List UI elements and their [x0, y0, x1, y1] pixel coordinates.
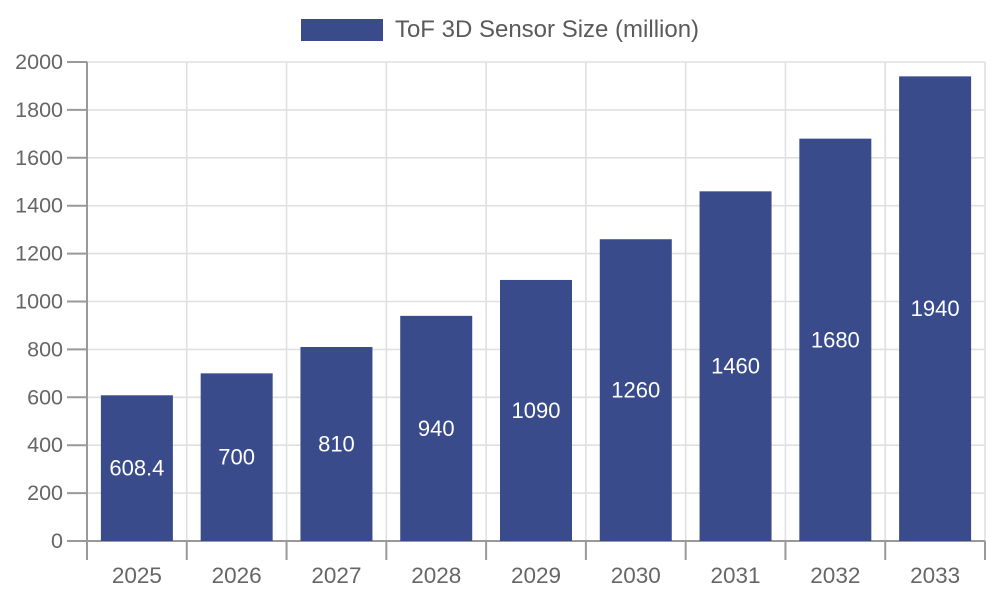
- y-tick-label: 1000: [15, 290, 63, 314]
- bar-value-label: 1460: [711, 354, 760, 379]
- bar-value-label: 700: [218, 445, 255, 470]
- x-tick-label: 2031: [711, 563, 761, 588]
- x-tick-label: 2025: [112, 563, 162, 588]
- bar[interactable]: [100, 395, 173, 541]
- bar[interactable]: [799, 138, 872, 541]
- bar-value-label: 1680: [811, 327, 860, 352]
- x-tick-label: 2029: [511, 563, 561, 588]
- y-tick-label: 600: [27, 385, 63, 409]
- x-tick-label: 2028: [411, 563, 461, 588]
- bar-value-label: 1260: [611, 378, 660, 403]
- bar-value-label: 608.4: [109, 456, 164, 481]
- y-tick-label: 200: [27, 481, 63, 505]
- y-tick-label: 2000: [15, 50, 63, 74]
- legend-swatch-icon: [300, 19, 383, 41]
- bar-value-label: 940: [418, 416, 455, 441]
- x-tick-label: 2027: [311, 563, 361, 588]
- y-tick-label: 1400: [15, 194, 63, 218]
- y-tick-label: 1200: [15, 242, 63, 266]
- y-tick-label: 400: [27, 433, 63, 457]
- x-tick-label: 2030: [611, 563, 661, 588]
- x-tick-label: 2033: [910, 563, 960, 588]
- bar-value-label: 810: [318, 432, 355, 457]
- legend-item[interactable]: ToF 3D Sensor Size (million): [0, 18, 1000, 42]
- bar[interactable]: [599, 239, 672, 542]
- bar[interactable]: [200, 373, 273, 541]
- x-tick-label: 2026: [212, 563, 262, 588]
- y-tick-label: 800: [27, 337, 63, 361]
- y-tick-label: 1800: [15, 98, 63, 122]
- x-tick-label: 2032: [810, 563, 860, 588]
- bar[interactable]: [500, 279, 572, 541]
- bar-value-label: 1940: [911, 296, 960, 321]
- y-tick-label: 0: [51, 529, 63, 553]
- bar[interactable]: [899, 76, 972, 542]
- y-tick-label: 1600: [15, 146, 63, 170]
- bar[interactable]: [300, 347, 373, 541]
- bar[interactable]: [400, 315, 473, 541]
- legend-label: ToF 3D Sensor Size (million): [394, 16, 700, 43]
- bar-value-label: 1090: [512, 398, 561, 423]
- bar[interactable]: [699, 191, 772, 541]
